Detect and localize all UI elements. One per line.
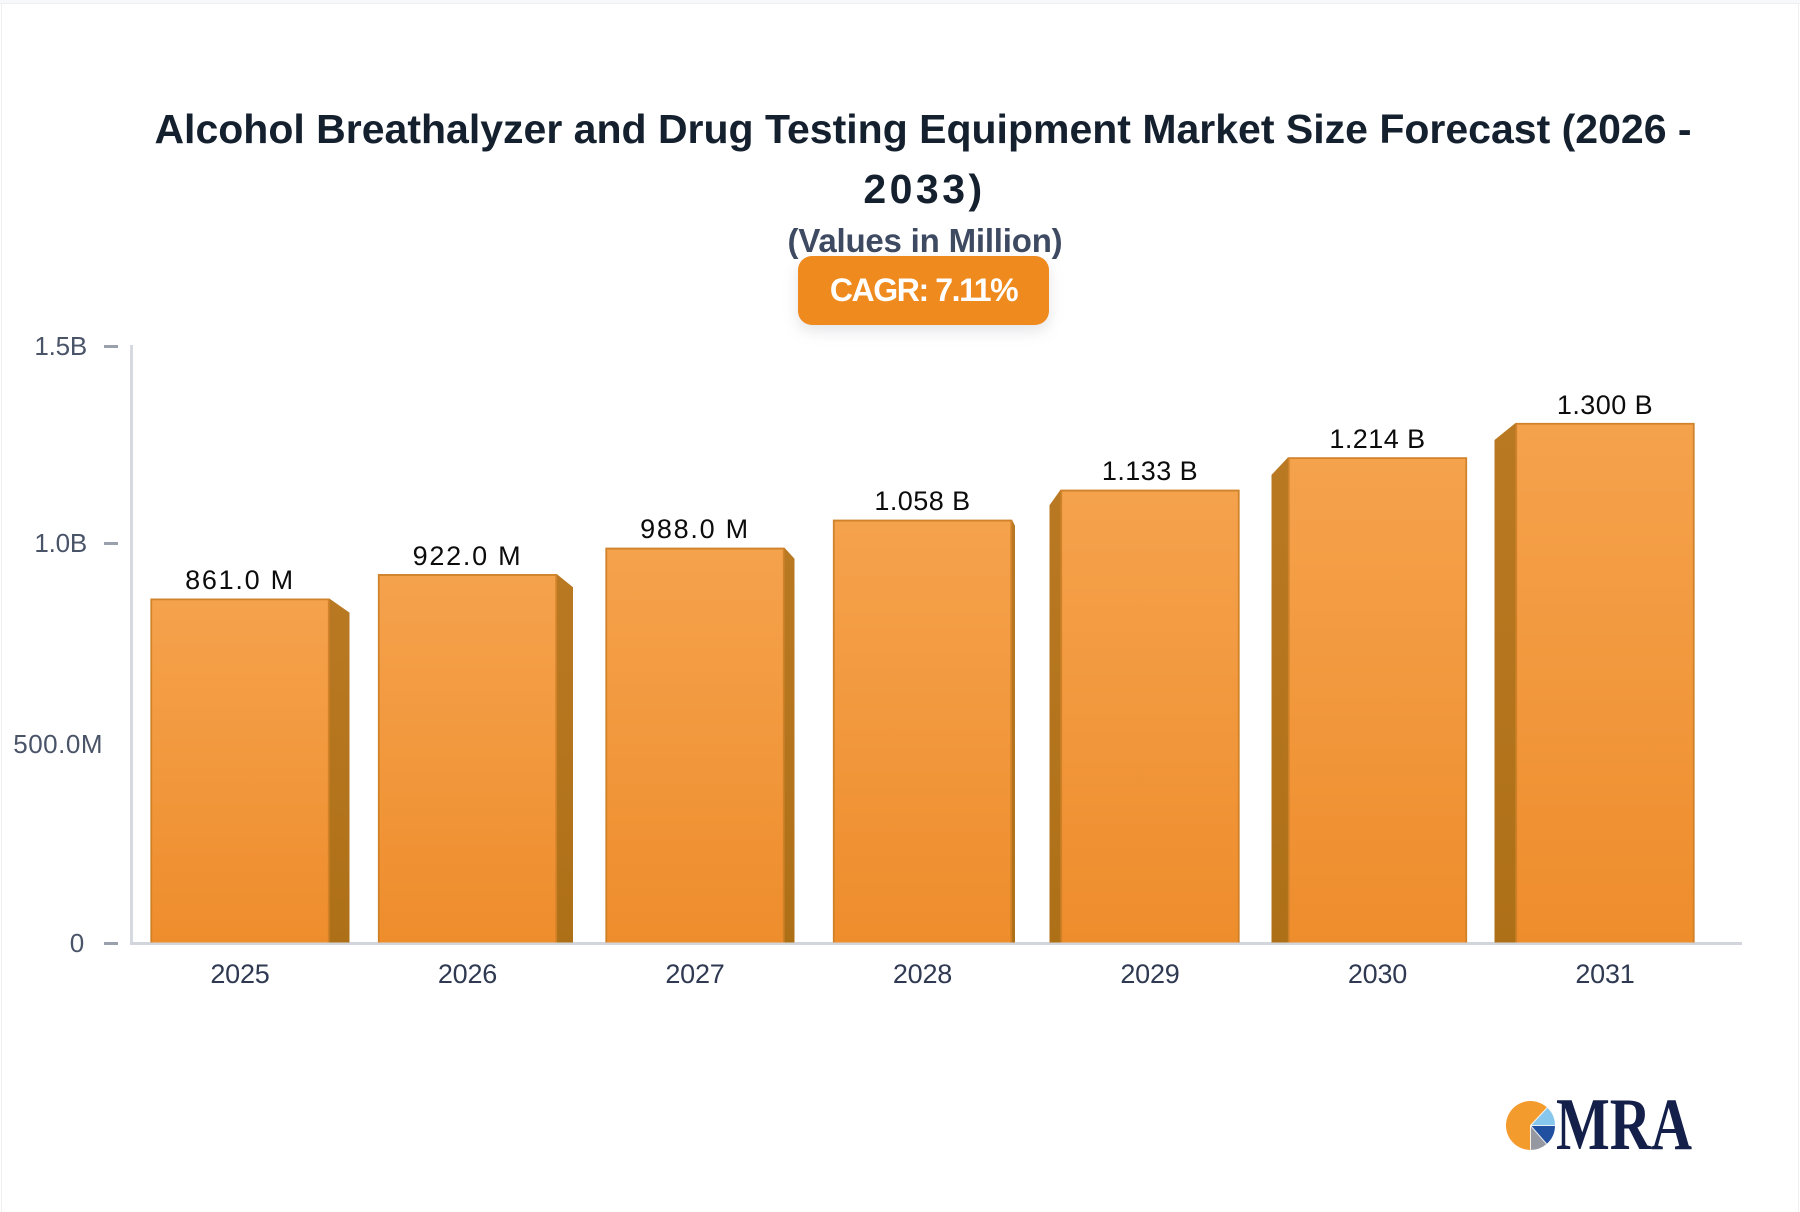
svg-text:MRA: MRA (1556, 1095, 1692, 1165)
